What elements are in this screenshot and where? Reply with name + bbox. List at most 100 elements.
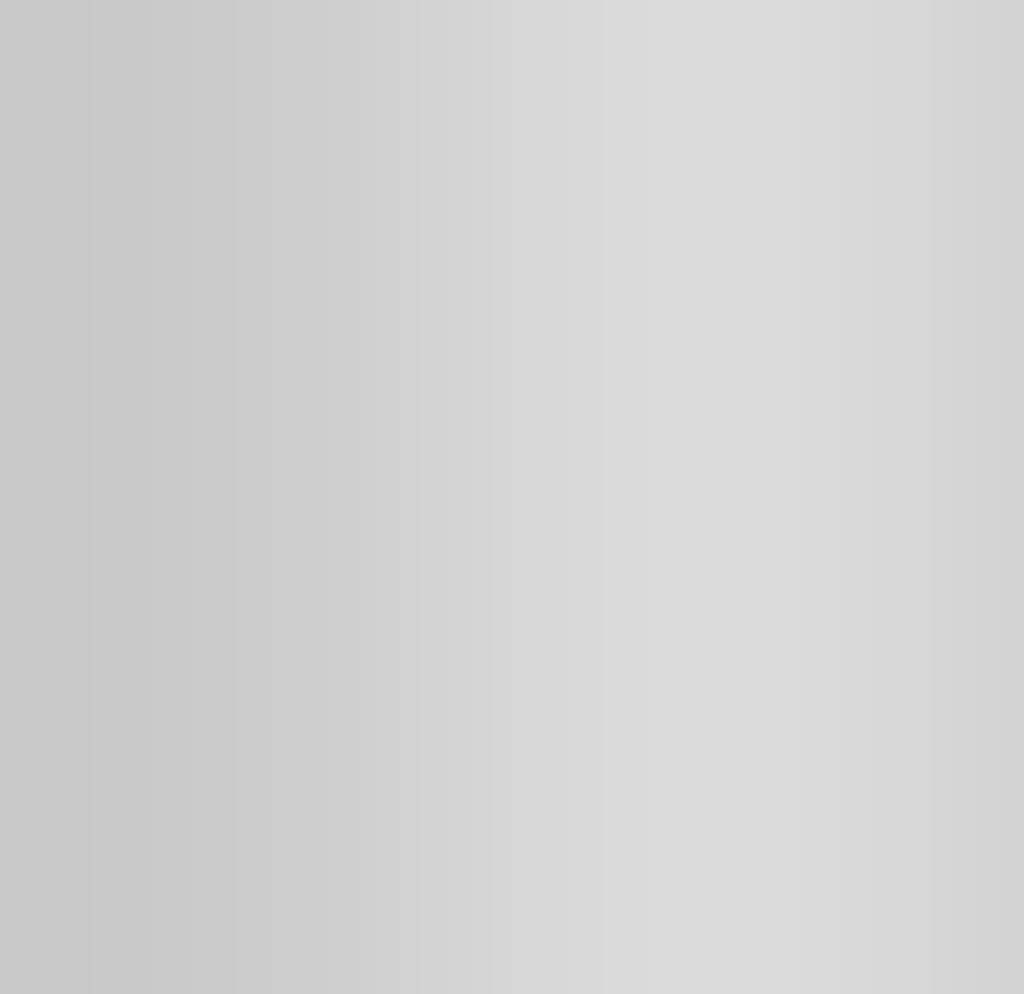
Bar xyxy=(850,0,860,994)
Text: A and B respectively which are distance: A and B respectively which are distance xyxy=(12,89,734,121)
Bar xyxy=(430,0,440,994)
Bar xyxy=(543,0,553,994)
Bar xyxy=(440,0,451,994)
Text: The work done in moving a charge $+Q$: The work done in moving a charge $+Q$ xyxy=(12,210,710,245)
Text: $-q$: $-q$ xyxy=(587,486,627,512)
Bar xyxy=(0,0,10,994)
Bar xyxy=(174,0,184,994)
Bar xyxy=(215,0,225,994)
Bar xyxy=(891,0,901,994)
Text: $R$: $R$ xyxy=(613,314,632,339)
Bar xyxy=(717,0,727,994)
Bar xyxy=(123,0,133,994)
Text: 2: 2 xyxy=(966,894,985,924)
Bar xyxy=(768,0,778,994)
Bar xyxy=(932,0,942,994)
Bar xyxy=(983,0,993,994)
Bar xyxy=(256,0,266,994)
Bar xyxy=(922,0,932,994)
Bar xyxy=(666,0,676,994)
Bar xyxy=(799,0,809,994)
Bar xyxy=(113,0,123,994)
Bar xyxy=(133,0,143,994)
Bar xyxy=(492,0,502,994)
Bar xyxy=(502,0,512,994)
Bar xyxy=(92,0,102,994)
Bar xyxy=(737,0,748,994)
Bar xyxy=(195,0,205,994)
Bar xyxy=(287,0,297,994)
Bar xyxy=(686,0,696,994)
Bar xyxy=(358,0,369,994)
Text: $+q$: $+q$ xyxy=(165,482,205,510)
Bar xyxy=(41,0,51,994)
Text: $qQ$: $qQ$ xyxy=(698,698,742,730)
Bar xyxy=(963,0,973,994)
Bar xyxy=(993,0,1004,994)
Bar xyxy=(276,0,287,994)
Bar xyxy=(461,0,471,994)
Bar xyxy=(10,0,20,994)
Bar xyxy=(840,0,850,994)
Bar xyxy=(727,0,737,994)
Bar xyxy=(102,0,113,994)
Bar xyxy=(901,0,911,994)
Text: $-qQ$: $-qQ$ xyxy=(275,698,345,730)
Bar xyxy=(1014,0,1024,994)
Bar xyxy=(451,0,461,994)
Bar xyxy=(154,0,164,994)
Bar xyxy=(911,0,922,994)
Bar xyxy=(594,0,604,994)
Bar xyxy=(410,0,420,994)
Bar xyxy=(481,0,492,994)
Text: 2L apart. C is the mid point of A and B.: 2L apart. C is the mid point of A and B. xyxy=(12,150,719,181)
Bar xyxy=(696,0,707,994)
Bar xyxy=(614,0,625,994)
Bar xyxy=(553,0,563,994)
Bar xyxy=(860,0,870,994)
Text: A: A xyxy=(151,572,169,594)
Ellipse shape xyxy=(942,882,997,936)
Bar xyxy=(20,0,31,994)
Bar xyxy=(881,0,891,994)
Bar xyxy=(788,0,799,994)
Bar xyxy=(51,0,61,994)
Bar xyxy=(143,0,154,994)
Bar xyxy=(338,0,348,994)
Text: along the semicircle CRD as shown in: along the semicircle CRD as shown in xyxy=(12,269,697,301)
Bar xyxy=(573,0,584,994)
Bar xyxy=(31,0,41,994)
Text: 2L: 2L xyxy=(354,618,390,645)
Text: iv)  Charge $+q$ and $-q$ are placed at points: iv) Charge $+q$ and $-q$ are placed at p… xyxy=(12,30,711,66)
Bar xyxy=(707,0,717,994)
Bar xyxy=(236,0,246,994)
Bar xyxy=(61,0,72,994)
Bar xyxy=(184,0,195,994)
Bar xyxy=(420,0,430,994)
Bar xyxy=(225,0,236,994)
Text: the figure below is: the figure below is xyxy=(12,330,386,361)
Text: (A): (A) xyxy=(185,750,228,778)
Bar xyxy=(829,0,840,994)
Text: 2: 2 xyxy=(962,898,979,921)
Text: (B): (B) xyxy=(555,750,599,778)
Text: $L$: $L$ xyxy=(498,454,513,479)
Text: C: C xyxy=(425,572,444,594)
Bar xyxy=(819,0,829,994)
Bar xyxy=(604,0,614,994)
Bar xyxy=(389,0,399,994)
Bar xyxy=(625,0,635,994)
Bar xyxy=(758,0,768,994)
Bar xyxy=(645,0,655,994)
Bar xyxy=(246,0,256,994)
Bar xyxy=(1004,0,1014,994)
Bar xyxy=(297,0,307,994)
Bar xyxy=(348,0,358,994)
Bar xyxy=(942,0,952,994)
Bar xyxy=(655,0,666,994)
Bar xyxy=(584,0,594,994)
Bar xyxy=(471,0,481,994)
Bar xyxy=(870,0,881,994)
Text: B: B xyxy=(566,572,584,594)
Bar xyxy=(532,0,543,994)
